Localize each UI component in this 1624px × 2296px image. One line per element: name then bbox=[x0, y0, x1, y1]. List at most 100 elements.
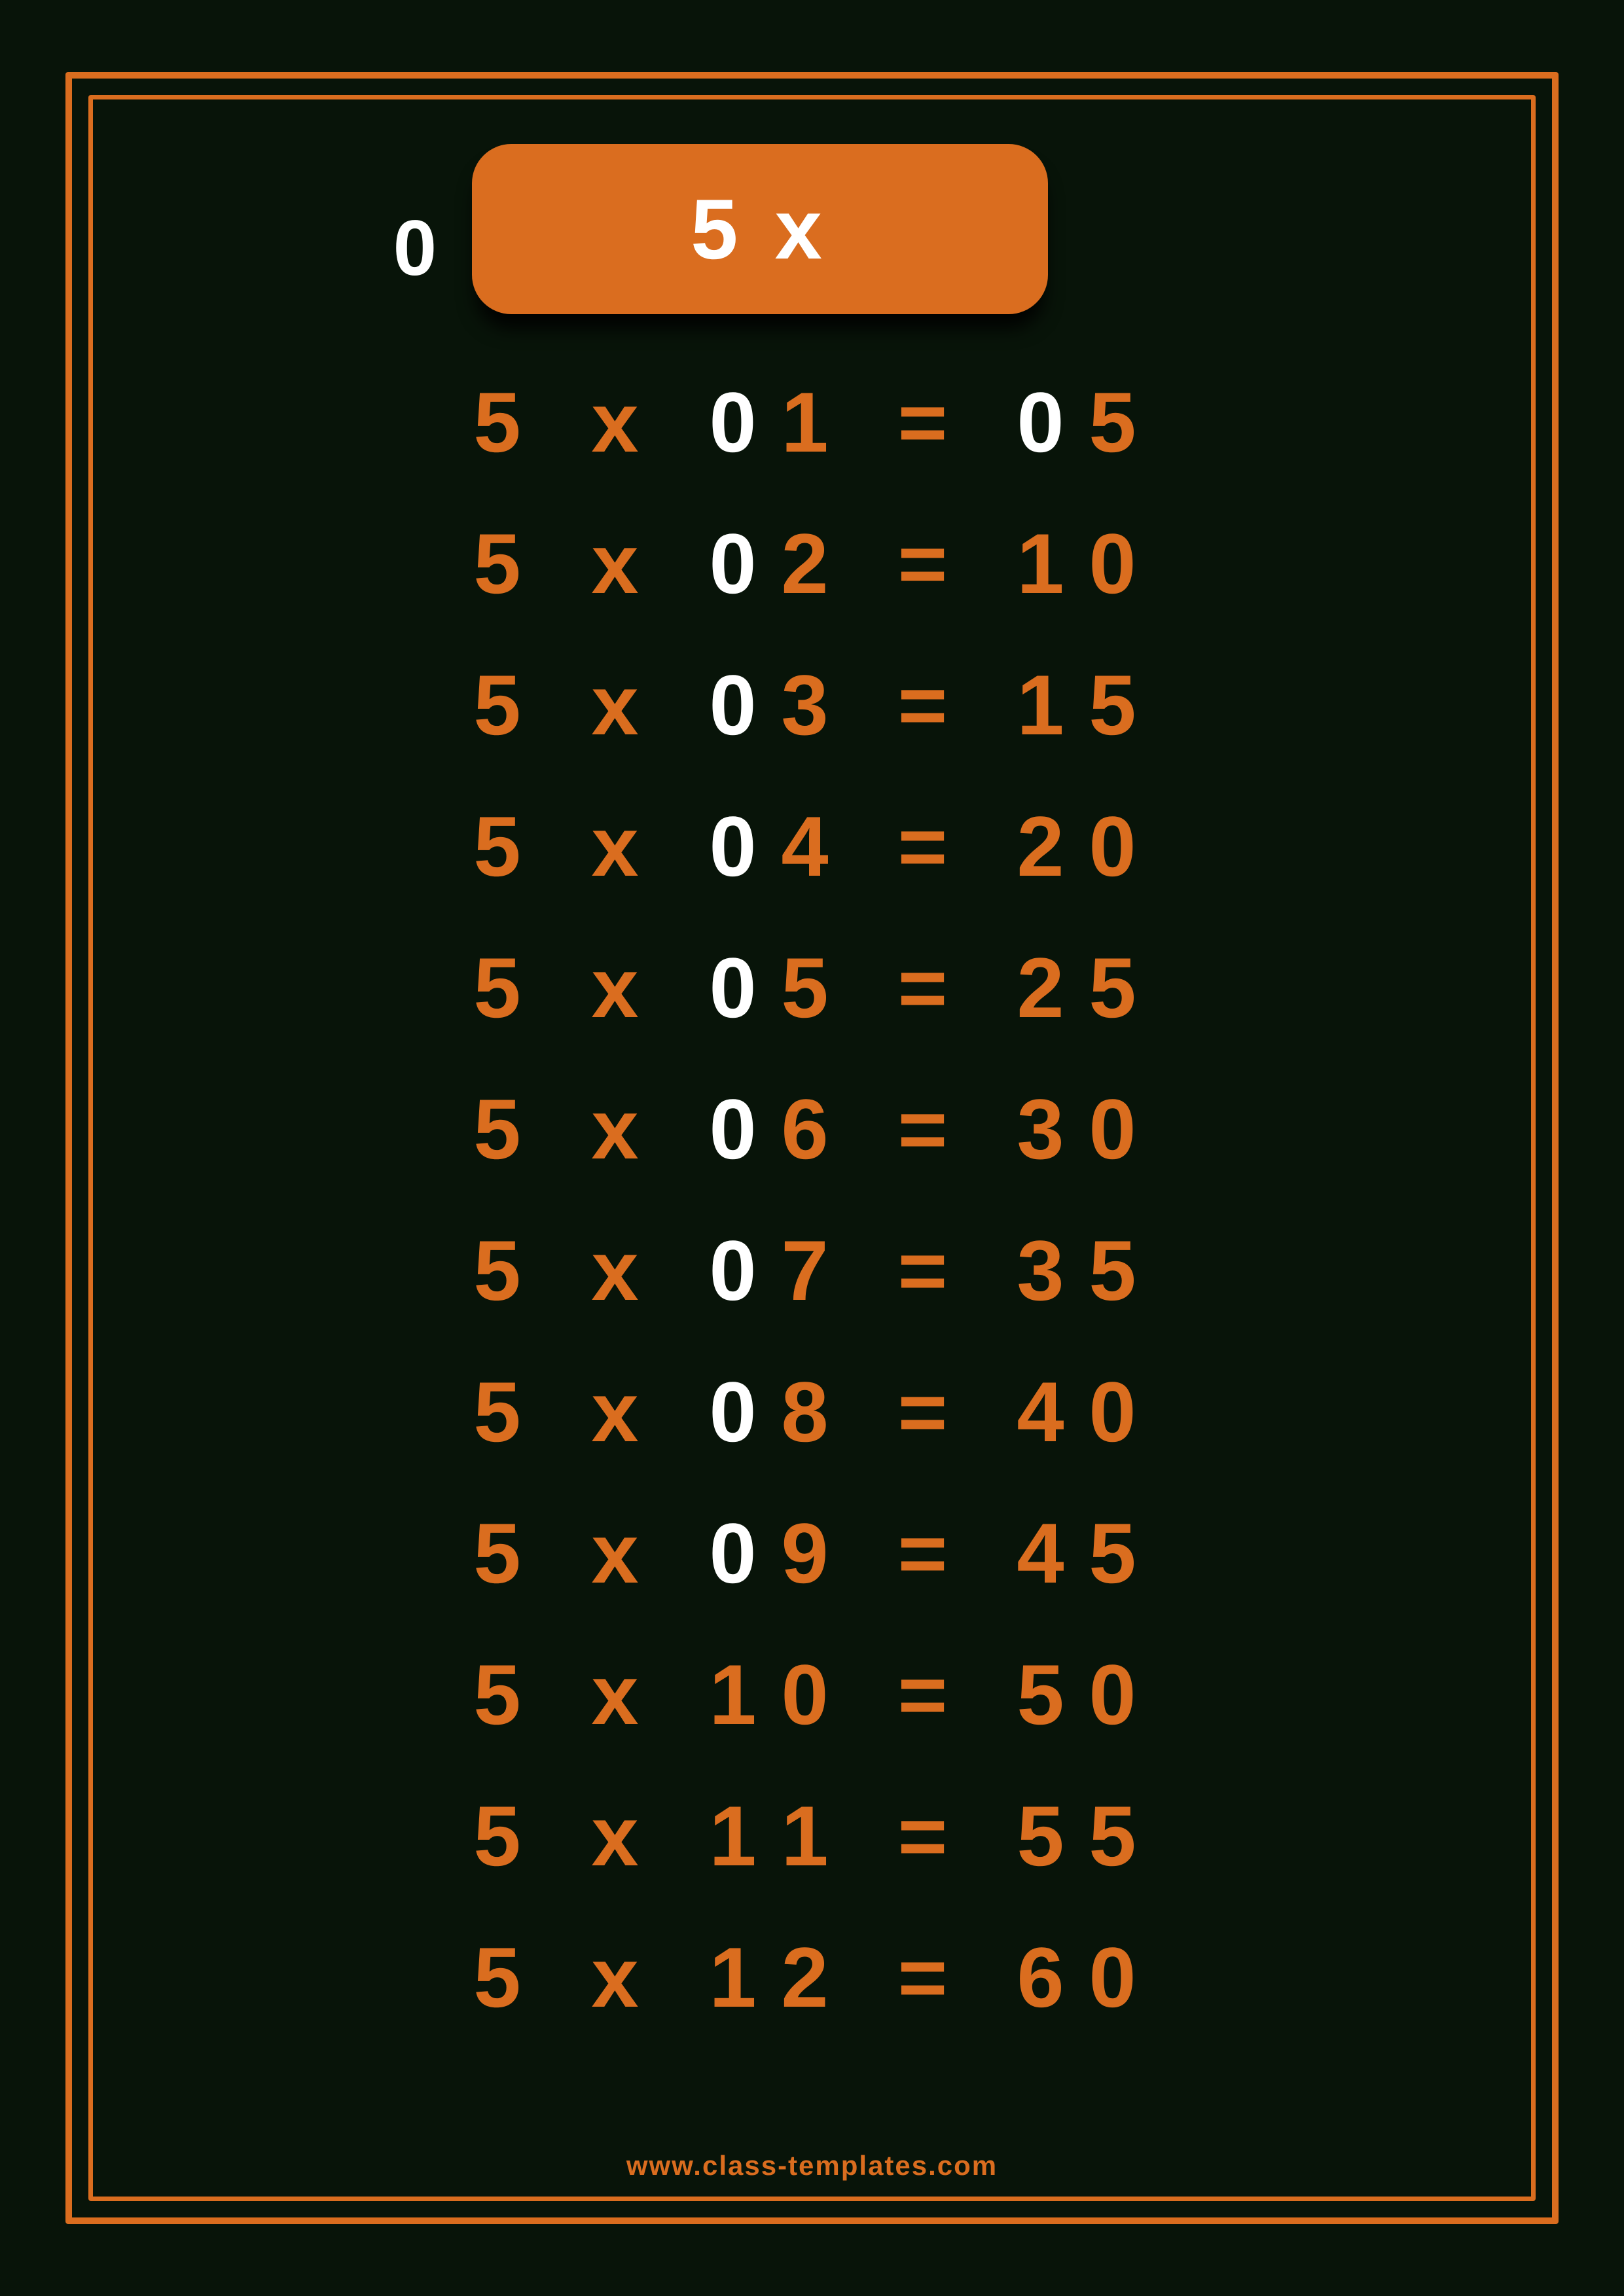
table-cell-r1: 3 bbox=[1012, 1086, 1084, 1172]
table-cell-op: x bbox=[586, 1652, 659, 1737]
table-cell-r1: 1 bbox=[1012, 521, 1084, 606]
table-cell-r2: 0 bbox=[1084, 1086, 1156, 1172]
footer-source: www.class-templates.com bbox=[0, 2150, 1624, 2181]
table-cell-mult: 5 bbox=[469, 1228, 541, 1313]
table-cell-eq: = bbox=[894, 1793, 966, 1878]
table-row: 5x01=05 bbox=[469, 380, 1156, 465]
table-cell-mult: 5 bbox=[469, 1652, 541, 1737]
table-cell-md1: 0 bbox=[704, 945, 776, 1030]
table-cell-mult: 5 bbox=[469, 1086, 541, 1172]
table-row: 5x12 = 60 bbox=[469, 1935, 1156, 2020]
table-cell-md1: 0 bbox=[704, 1228, 776, 1313]
table-cell-md2: 2 bbox=[776, 521, 848, 606]
table-cell-r2: 0 bbox=[1084, 804, 1156, 889]
table-cell-md1: 0 bbox=[704, 1511, 776, 1596]
header: 0 5 x bbox=[387, 131, 1238, 314]
table-cell-md2: 3 bbox=[776, 662, 848, 747]
table-cell-eq: = bbox=[894, 662, 966, 747]
table-cell-r1: 0 bbox=[1012, 380, 1084, 465]
table-cell-md1: 0 bbox=[704, 804, 776, 889]
table-cell-r2: 0 bbox=[1084, 521, 1156, 606]
table-cell-md2: 9 bbox=[776, 1511, 848, 1596]
table-cell-md1: 1 bbox=[704, 1793, 776, 1878]
table-cell-r2: 5 bbox=[1084, 1793, 1156, 1878]
table-cell-md1: 0 bbox=[704, 662, 776, 747]
table-row: 5x11=55 bbox=[469, 1793, 1156, 1878]
table-cell-md2: 0 bbox=[776, 1652, 848, 1737]
multiplication-table: 5x01=055x02=105x03=155x04=205x05=255x06=… bbox=[469, 380, 1156, 2020]
table-cell-eq: = bbox=[894, 1652, 966, 1737]
table-cell-op: x bbox=[586, 380, 659, 465]
table-cell-op: x bbox=[586, 1086, 659, 1172]
table-cell-eq: = bbox=[894, 380, 966, 465]
table-cell-md2: 1 bbox=[776, 380, 848, 465]
table-cell-md2: 8 bbox=[776, 1369, 848, 1454]
table-row: 5x09=45 bbox=[469, 1511, 1156, 1596]
table-cell-r1: 6 bbox=[1012, 1935, 1084, 2020]
table-cell-md1: 0 bbox=[704, 1369, 776, 1454]
table-cell-op: x bbox=[586, 1369, 659, 1454]
table-cell-md2: 7 bbox=[776, 1228, 848, 1313]
table-cell-op: x bbox=[586, 1793, 659, 1878]
table-cell-mult: 5 bbox=[469, 804, 541, 889]
table-cell-eq: = bbox=[894, 1511, 966, 1596]
table-row: 5x07=35 bbox=[469, 1228, 1156, 1313]
table-cell-md2: 6 bbox=[776, 1086, 848, 1172]
table-row: 5x08=40 bbox=[469, 1369, 1156, 1454]
table-cell-md1: 1 bbox=[704, 1652, 776, 1737]
table-cell-mult: 5 bbox=[469, 1793, 541, 1878]
table-cell-r1: 5 bbox=[1012, 1652, 1084, 1737]
table-cell-r2: 0 bbox=[1084, 1652, 1156, 1737]
table-row: 5x04=20 bbox=[469, 804, 1156, 889]
table-cell-eq: = bbox=[894, 1228, 966, 1313]
table-cell-r1: 5 bbox=[1012, 1793, 1084, 1878]
table-cell-md2: 2 bbox=[776, 1935, 848, 2020]
table-cell-mult: 5 bbox=[469, 380, 541, 465]
table-cell-eq: = bbox=[894, 1935, 966, 2020]
table-row: 5x03=15 bbox=[469, 662, 1156, 747]
table-cell-mult: 5 bbox=[469, 945, 541, 1030]
table-cell-eq: = bbox=[894, 804, 966, 889]
table-cell-mult: 5 bbox=[469, 1511, 541, 1596]
table-cell-r1: 3 bbox=[1012, 1228, 1084, 1313]
table-cell-eq: = bbox=[894, 521, 966, 606]
table-cell-mult: 5 bbox=[469, 521, 541, 606]
table-cell-r1: 4 bbox=[1012, 1511, 1084, 1596]
table-row: 5x02=10 bbox=[469, 521, 1156, 606]
table-cell-r1: 2 bbox=[1012, 804, 1084, 889]
table-cell-r2: 5 bbox=[1084, 945, 1156, 1030]
table-row: 5x05=25 bbox=[469, 945, 1156, 1030]
table-cell-md2: 5 bbox=[776, 945, 848, 1030]
table-cell-op: x bbox=[586, 804, 659, 889]
table-cell-mult: 5 bbox=[469, 662, 541, 747]
table-cell-md2: 1 bbox=[776, 1793, 848, 1878]
table-cell-op: x bbox=[586, 1228, 659, 1313]
table-cell-r2: 0 bbox=[1084, 1369, 1156, 1454]
table-cell-r1: 1 bbox=[1012, 662, 1084, 747]
table-cell-eq: = bbox=[894, 1369, 966, 1454]
table-cell-r2: 0 bbox=[1084, 1935, 1156, 2020]
content-wrapper: 0 5 x 5x01=055x02=105x03=155x04=205x05=2… bbox=[0, 131, 1624, 2020]
table-cell-op: x bbox=[586, 945, 659, 1030]
table-cell-r1: 4 bbox=[1012, 1369, 1084, 1454]
table-cell-op: x bbox=[586, 1935, 659, 2020]
table-cell-r2: 5 bbox=[1084, 662, 1156, 747]
table-cell-mult: 5 bbox=[469, 1935, 541, 2020]
table-cell-eq: = bbox=[894, 1086, 966, 1172]
header-leading-zero: 0 bbox=[393, 203, 440, 293]
table-cell-md1: 0 bbox=[704, 380, 776, 465]
table-cell-r2: 5 bbox=[1084, 1228, 1156, 1313]
table-cell-md1: 0 bbox=[704, 1086, 776, 1172]
table-row: 5x06=30 bbox=[469, 1086, 1156, 1172]
table-cell-md2: 4 bbox=[776, 804, 848, 889]
table-row: 5x10=50 bbox=[469, 1652, 1156, 1737]
table-cell-r1: 2 bbox=[1012, 945, 1084, 1030]
table-cell-eq: = bbox=[894, 945, 966, 1030]
header-badge: 5 x bbox=[472, 144, 1048, 314]
table-cell-op: x bbox=[586, 1511, 659, 1596]
table-cell-md1: 1 bbox=[704, 1935, 776, 2020]
table-cell-r2: 5 bbox=[1084, 1511, 1156, 1596]
table-cell-md1: 0 bbox=[704, 521, 776, 606]
table-cell-op: x bbox=[586, 521, 659, 606]
table-cell-mult: 5 bbox=[469, 1369, 541, 1454]
